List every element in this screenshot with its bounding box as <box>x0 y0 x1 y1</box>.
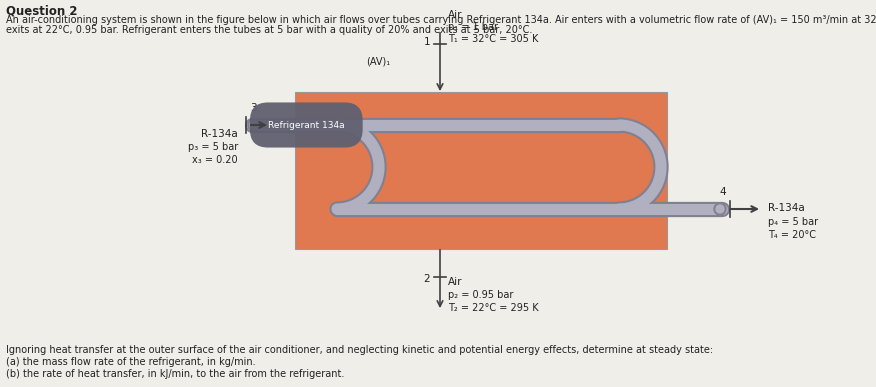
Text: 3: 3 <box>250 103 257 113</box>
Text: (b) the rate of heat transfer, in kJ/min, to the air from the refrigerant.: (b) the rate of heat transfer, in kJ/min… <box>6 369 344 379</box>
Text: p₁ = 1 bar: p₁ = 1 bar <box>448 22 498 32</box>
Text: Air: Air <box>448 10 463 20</box>
Text: T₂ = 22°C = 295 K: T₂ = 22°C = 295 K <box>448 303 539 313</box>
Text: R-134a: R-134a <box>201 129 238 139</box>
Circle shape <box>714 203 726 215</box>
Text: (a) the mass flow rate of the refrigerant, in kg/min.: (a) the mass flow rate of the refrigeran… <box>6 357 256 367</box>
Text: 4: 4 <box>719 187 726 197</box>
Text: Ignoring heat transfer at the outer surface of the air conditioner, and neglecti: Ignoring heat transfer at the outer surf… <box>6 345 713 355</box>
Text: (AV)₁: (AV)₁ <box>366 57 390 67</box>
Text: T₄ = 20°C: T₄ = 20°C <box>768 230 816 240</box>
Text: T₁ = 32°C = 305 K: T₁ = 32°C = 305 K <box>448 34 539 44</box>
Text: p₃ = 5 bar: p₃ = 5 bar <box>187 142 238 152</box>
Text: exits at 22°C, 0.95 bar. Refrigerant enters the tubes at 5 bar with a quality of: exits at 22°C, 0.95 bar. Refrigerant ent… <box>6 25 533 35</box>
Text: Air: Air <box>448 277 463 287</box>
Bar <box>295 92 667 249</box>
Text: Refrigerant 134a: Refrigerant 134a <box>268 120 344 130</box>
Text: p₂ = 0.95 bar: p₂ = 0.95 bar <box>448 290 513 300</box>
Circle shape <box>250 121 258 129</box>
Text: 2: 2 <box>423 274 430 284</box>
Text: x₃ = 0.20: x₃ = 0.20 <box>193 155 238 165</box>
Text: An air-conditioning system is shown in the figure below in which air flows over : An air-conditioning system is shown in t… <box>6 15 876 25</box>
Text: Question 2: Question 2 <box>6 5 77 18</box>
Text: p₄ = 5 bar: p₄ = 5 bar <box>768 217 818 227</box>
Circle shape <box>248 119 260 131</box>
Text: 1: 1 <box>423 37 430 47</box>
Circle shape <box>716 205 724 213</box>
Text: R-134a: R-134a <box>768 203 805 213</box>
